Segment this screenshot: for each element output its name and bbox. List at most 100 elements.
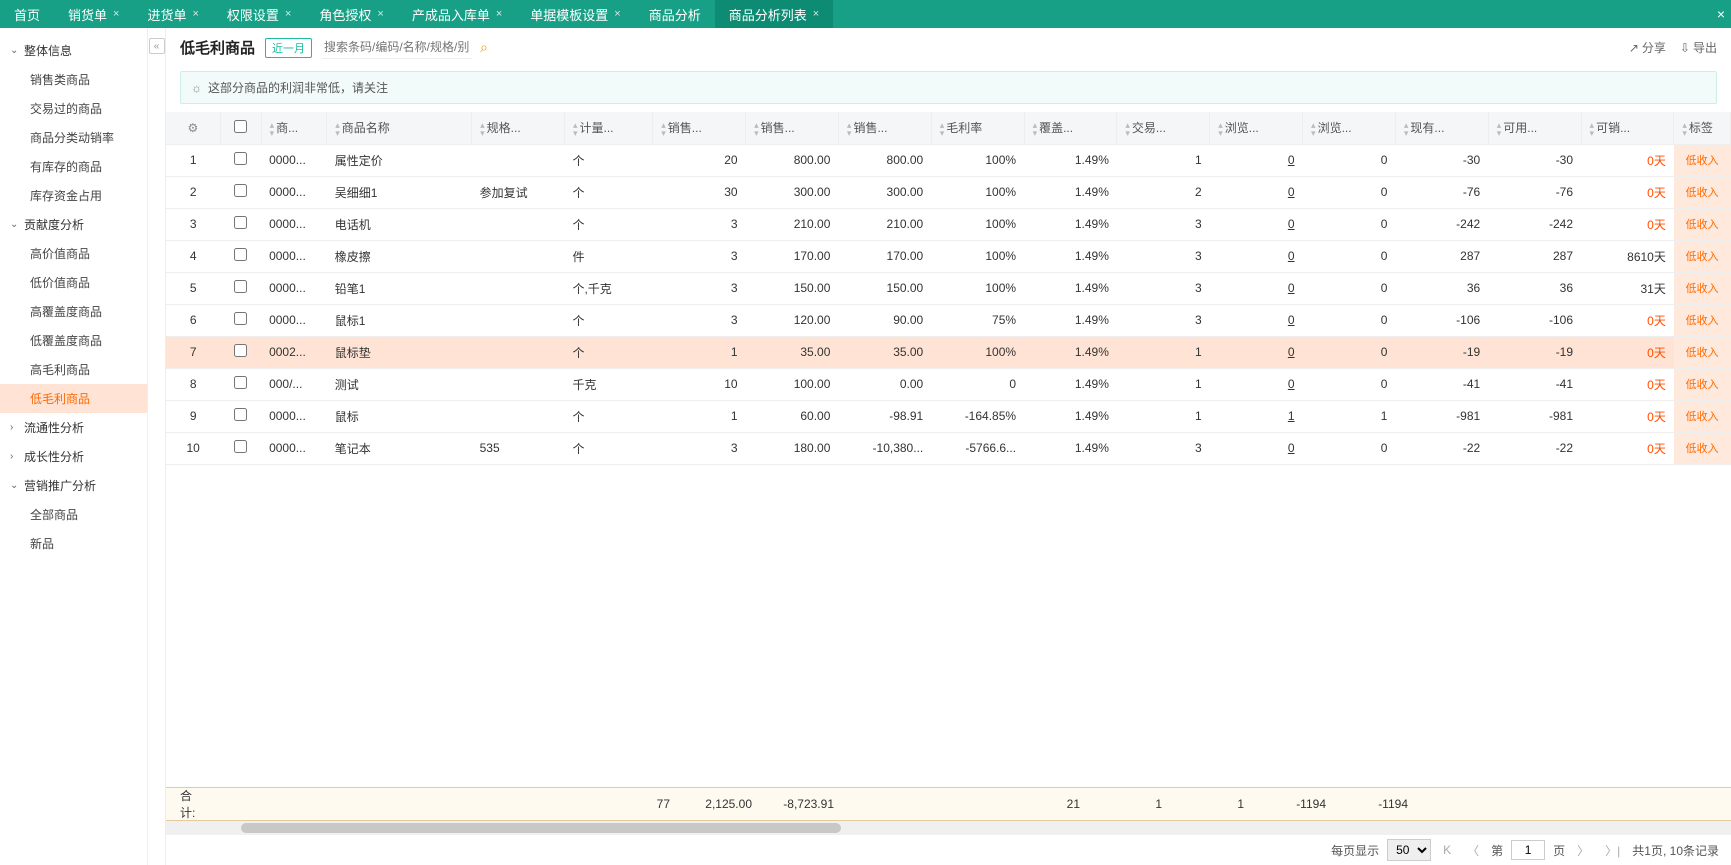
sidebar-group[interactable]: ⌄贡献度分析 xyxy=(0,210,147,239)
next-page[interactable]: 〉 xyxy=(1573,842,1593,859)
tab-3[interactable]: 权限设置× xyxy=(213,0,305,28)
totals-cell: 合计: xyxy=(166,787,214,821)
totals-cell: 77 xyxy=(596,797,678,811)
period-badge[interactable]: 近一月 xyxy=(265,38,312,58)
horizontal-scrollbar[interactable] xyxy=(166,821,1731,835)
row-checkbox[interactable] xyxy=(234,280,247,293)
first-page[interactable]: K xyxy=(1439,843,1455,857)
sidebar-group-label: 成长性分析 xyxy=(24,448,84,465)
table-row[interactable]: 10000...属性定价个20800.00800.00100%1.49%100-… xyxy=(166,144,1731,176)
sidebar-item[interactable]: 库存资金占用 xyxy=(0,181,147,210)
row-checkbox[interactable] xyxy=(234,344,247,357)
column-header[interactable]: ▴▾浏览... xyxy=(1303,112,1396,144)
sidebar-item[interactable]: 全部商品 xyxy=(0,500,147,529)
export-button[interactable]: ⇩导出 xyxy=(1680,39,1717,56)
sidebar-item[interactable]: 高毛利商品 xyxy=(0,355,147,384)
close-all-tabs[interactable]: × xyxy=(1717,0,1725,28)
column-header[interactable]: ▴▾计量... xyxy=(564,112,652,144)
table-row[interactable]: 30000...电话机个3210.00210.00100%1.49%300-24… xyxy=(166,208,1731,240)
column-header[interactable]: ⚙ xyxy=(166,112,220,144)
sidebar-item[interactable]: 高覆盖度商品 xyxy=(0,297,147,326)
prev-page[interactable]: 〈 xyxy=(1463,842,1483,859)
tab-2[interactable]: 进货单× xyxy=(133,0,212,28)
row-checkbox[interactable] xyxy=(234,152,247,165)
share-icon: ↗ xyxy=(1629,41,1639,55)
sidebar-item[interactable]: 商品分类动销率 xyxy=(0,123,147,152)
table-row[interactable]: 90000...鼠标个160.00-98.91-164.85%1.49%111-… xyxy=(166,400,1731,432)
select-all-checkbox[interactable] xyxy=(234,120,247,133)
tab-close-icon[interactable]: × xyxy=(614,8,620,20)
sidebar-group[interactable]: ⌄营销推广分析 xyxy=(0,471,147,500)
table-row[interactable]: 60000...鼠标1个3120.0090.0075%1.49%300-106-… xyxy=(166,304,1731,336)
table-row[interactable]: 20000...吴细细1参加复试个30300.00300.00100%1.49%… xyxy=(166,176,1731,208)
sidebar-group-label: 整体信息 xyxy=(24,42,72,59)
column-header[interactable]: ▴▾覆盖... xyxy=(1024,112,1117,144)
per-page-select[interactable]: 50 xyxy=(1387,839,1431,861)
gear-icon[interactable]: ⚙ xyxy=(188,121,199,135)
export-icon: ⇩ xyxy=(1680,41,1690,55)
sidebar-item[interactable]: 低覆盖度商品 xyxy=(0,326,147,355)
tab-close-icon[interactable]: × xyxy=(285,8,291,20)
search-icon[interactable]: ⌕ xyxy=(480,39,488,56)
sidebar-item[interactable]: 销售类商品 xyxy=(0,65,147,94)
chevron-icon: › xyxy=(10,451,20,462)
sidebar-item[interactable]: 低价值商品 xyxy=(0,268,147,297)
sidebar-group[interactable]: › 成长性分析 xyxy=(0,442,147,471)
search-input[interactable] xyxy=(322,36,472,59)
tab-7[interactable]: 商品分析 xyxy=(635,0,715,28)
column-header[interactable]: ▴▾规格... xyxy=(472,112,565,144)
column-header[interactable]: ▴▾销售... xyxy=(746,112,839,144)
tab-0[interactable]: 首页 xyxy=(0,0,54,28)
sidebar-group-label: 营销推广分析 xyxy=(24,477,96,494)
sidebar-item[interactable]: 新品 xyxy=(0,529,147,558)
column-header[interactable]: ▴▾销售... xyxy=(653,112,746,144)
tab-close-icon[interactable]: × xyxy=(113,8,119,20)
tab-close-icon[interactable]: × xyxy=(377,8,383,20)
column-header[interactable]: ▴▾商... xyxy=(261,112,327,144)
column-header[interactable]: ▴▾现有... xyxy=(1395,112,1488,144)
tab-close-icon[interactable]: × xyxy=(813,8,819,20)
sidebar-group-label: 流通性分析 xyxy=(24,419,84,436)
sidebar-item[interactable]: 低毛利商品 xyxy=(0,384,147,413)
tab-4[interactable]: 角色授权× xyxy=(305,0,397,28)
table-row[interactable]: 50000...铅笔1个,千克3150.00150.00100%1.49%300… xyxy=(166,272,1731,304)
column-header[interactable]: ▴▾浏览... xyxy=(1210,112,1303,144)
row-checkbox[interactable] xyxy=(234,440,247,453)
table-row[interactable]: 40000...橡皮擦件3170.00170.00100%1.49%300287… xyxy=(166,240,1731,272)
table-row[interactable]: 8000/...测试千克10100.000.0001.49%100-41-410… xyxy=(166,368,1731,400)
column-header[interactable] xyxy=(220,112,261,144)
tab-8[interactable]: 商品分析列表× xyxy=(715,0,833,28)
totals-cell: 1 xyxy=(1088,797,1170,811)
chevron-icon: › xyxy=(10,422,20,433)
column-header[interactable]: ▴▾可用... xyxy=(1488,112,1581,144)
sidebar-group[interactable]: › 流通性分析 xyxy=(0,413,147,442)
notice-banner: ☼ 这部分商品的利润非常低，请关注 xyxy=(180,71,1717,104)
column-header[interactable]: ▴▾交易... xyxy=(1117,112,1210,144)
tab-5[interactable]: 产成品入库单× xyxy=(398,0,516,28)
row-checkbox[interactable] xyxy=(234,408,247,421)
tab-1[interactable]: 销货单× xyxy=(54,0,133,28)
column-header[interactable]: ▴▾销售... xyxy=(838,112,931,144)
last-page[interactable]: 〉| xyxy=(1601,842,1624,859)
row-checkbox[interactable] xyxy=(234,184,247,197)
table-row[interactable]: 100000...笔记本535个3180.00-10,380...-5766.6… xyxy=(166,432,1731,464)
tab-close-icon[interactable]: × xyxy=(496,8,502,20)
column-header[interactable]: ▴▾毛利率 xyxy=(931,112,1024,144)
sidebar-item[interactable]: 高价值商品 xyxy=(0,239,147,268)
row-checkbox[interactable] xyxy=(234,376,247,389)
sidebar-group[interactable]: ⌄整体信息 xyxy=(0,36,147,65)
sidebar-item[interactable]: 有库存的商品 xyxy=(0,152,147,181)
column-header[interactable]: ▴▾商品名称 xyxy=(327,112,472,144)
tab-close-icon[interactable]: × xyxy=(192,8,198,20)
page-input[interactable] xyxy=(1511,840,1545,860)
column-header[interactable]: ▴▾可销... xyxy=(1581,112,1674,144)
tab-6[interactable]: 单据模板设置× xyxy=(516,0,634,28)
row-checkbox[interactable] xyxy=(234,312,247,325)
table-row[interactable]: 70002...鼠标垫个135.0035.00100%1.49%100-19-1… xyxy=(166,336,1731,368)
row-checkbox[interactable] xyxy=(234,216,247,229)
sidebar-collapse[interactable]: « xyxy=(148,28,166,865)
share-button[interactable]: ↗分享 xyxy=(1629,39,1666,56)
row-checkbox[interactable] xyxy=(234,248,247,261)
sidebar-item[interactable]: 交易过的商品 xyxy=(0,94,147,123)
column-header[interactable]: ▴▾标签 xyxy=(1674,112,1731,144)
